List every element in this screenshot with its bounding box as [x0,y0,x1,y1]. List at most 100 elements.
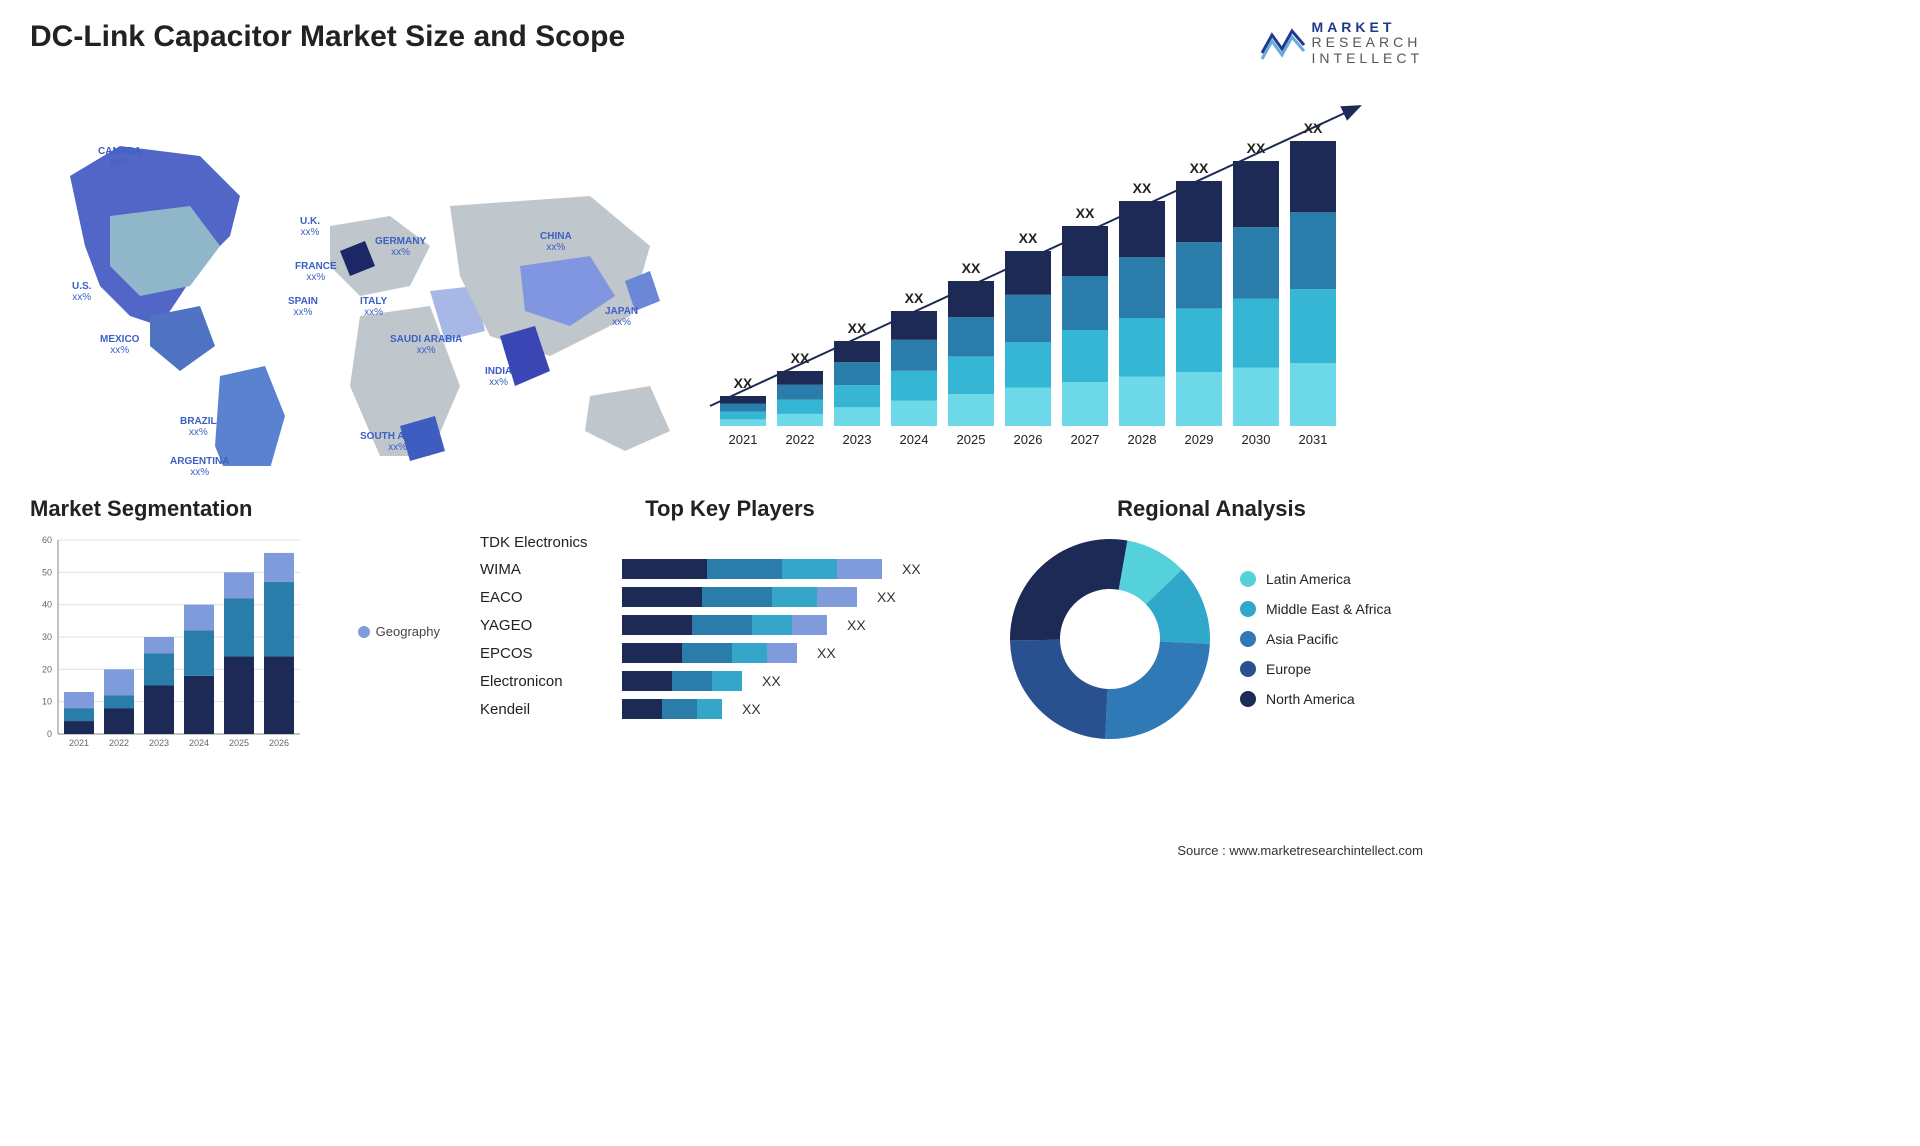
svg-text:20: 20 [42,665,52,675]
player-name: EPCOS [480,645,610,662]
player-name: Electronicon [480,673,610,690]
player-bar-segment [697,699,722,719]
svg-text:2024: 2024 [189,738,209,748]
player-bar-segment [702,587,772,607]
player-bar-segment [682,643,732,663]
svg-text:2023: 2023 [149,738,169,748]
player-name: YAGEO [480,617,610,634]
players-panel: Top Key Players TDK ElectronicsWIMAXXEAC… [480,496,980,754]
players-row: TDK Electronics [480,534,980,551]
map-label: SAUDI ARABIAxx% [390,334,462,356]
svg-text:XX: XX [848,320,867,336]
map-label: MEXICOxx% [100,334,139,356]
svg-text:2031: 2031 [1299,432,1328,447]
svg-text:XX: XX [1019,230,1038,246]
legend-label: Asia Pacific [1266,631,1338,647]
player-bar-segment [672,671,712,691]
player-bar-segment [817,587,857,607]
regional-legend-item: North America [1240,691,1391,707]
player-value: XX [847,617,866,633]
logo-line3: INTELLECT [1312,51,1423,66]
svg-text:2025: 2025 [957,432,986,447]
map-label: U.S.xx% [72,281,91,303]
player-name: WIMA [480,561,610,578]
svg-text:XX: XX [962,260,981,276]
legend-dot [1240,631,1256,647]
player-bar-segment [732,643,767,663]
player-bar-segment [622,559,707,579]
player-bar-segment [622,699,662,719]
player-bar [622,587,857,607]
svg-text:40: 40 [42,600,52,610]
segmentation-panel: Market Segmentation 01020304050602021202… [30,496,460,754]
svg-text:XX: XX [1133,180,1152,196]
map-label: JAPANxx% [605,306,638,328]
svg-text:XX: XX [1190,160,1209,176]
logo-icon [1260,23,1306,63]
player-bar-segment [782,559,837,579]
svg-text:2025: 2025 [229,738,249,748]
player-value: XX [762,673,781,689]
map-label: U.K.xx% [300,216,320,238]
regional-title: Regional Analysis [1000,496,1423,522]
player-bar [622,615,827,635]
segmentation-legend: Geography [358,624,440,639]
legend-label: Middle East & Africa [1266,601,1391,617]
map-label: ARGENTINAxx% [170,456,229,478]
player-bar-segment [707,559,782,579]
player-bar [622,559,882,579]
player-bar [622,643,797,663]
player-value: XX [877,589,896,605]
map-label: FRANCExx% [295,261,337,283]
logo-line1: MARKET [1312,20,1423,35]
svg-text:2029: 2029 [1185,432,1214,447]
map-label: CANADAxx% [98,146,141,168]
legend-dot [1240,571,1256,587]
svg-text:0: 0 [47,729,52,739]
legend-dot [1240,691,1256,707]
brand-logo: MARKET RESEARCH INTELLECT [1260,20,1423,66]
segmentation-title: Market Segmentation [30,496,460,522]
player-bar-segment [692,615,752,635]
players-row: EACO XX [480,587,980,607]
svg-text:60: 60 [42,535,52,545]
svg-text:2022: 2022 [786,432,815,447]
map-label: BRAZILxx% [180,416,217,438]
svg-text:10: 10 [42,697,52,707]
regional-legend-item: Europe [1240,661,1391,677]
svg-text:XX: XX [734,375,753,391]
svg-text:XX: XX [1304,120,1323,136]
growth-chart: XX2021XX2022XX2023XX2024XX2025XX2026XX20… [700,86,1423,466]
svg-text:XX: XX [905,290,924,306]
player-name: EACO [480,589,610,606]
legend-label: Latin America [1266,571,1351,587]
players-row: WIMA XX [480,559,980,579]
legend-label: North America [1266,691,1355,707]
regional-legend-item: Middle East & Africa [1240,601,1391,617]
source-text: Source : www.marketresearchintellect.com [1177,843,1423,858]
player-bar-segment [622,671,672,691]
players-title: Top Key Players [480,496,980,522]
logo-line2: RESEARCH [1312,35,1423,50]
player-bar [622,699,722,719]
svg-text:2021: 2021 [729,432,758,447]
map-label: ITALYxx% [360,296,387,318]
player-value: XX [742,701,761,717]
segmentation-legend-label: Geography [376,624,440,639]
player-bar-segment [837,559,882,579]
svg-text:2023: 2023 [843,432,872,447]
player-name: TDK Electronics [480,534,610,551]
svg-text:2021: 2021 [69,738,89,748]
page-title: DC-Link Capacitor Market Size and Scope [30,20,625,54]
world-map [30,86,670,466]
legend-dot [1240,601,1256,617]
legend-dot [358,626,370,638]
svg-text:2030: 2030 [1242,432,1271,447]
player-value: XX [902,561,921,577]
player-value: XX [817,645,836,661]
map-label: GERMANYxx% [375,236,426,258]
map-label: SOUTH AFRICAxx% [360,431,435,453]
player-bar [622,671,742,691]
svg-text:2027: 2027 [1071,432,1100,447]
player-bar-segment [772,587,817,607]
